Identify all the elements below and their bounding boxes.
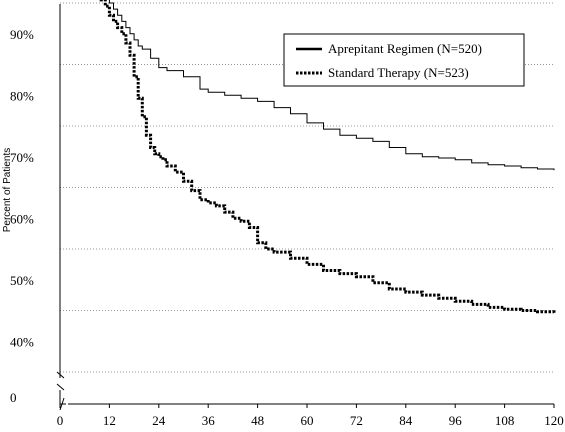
y-tick-label: 60% (10, 211, 34, 226)
legend-label-aprepitant: Aprepitant Regimen (N=520) (328, 41, 482, 56)
y-tick-label: 90% (10, 27, 34, 42)
x-tick-label: 12 (103, 413, 116, 428)
legend-box (283, 33, 525, 87)
legend-label-standard: Standard Therapy (N=523) (328, 65, 469, 80)
x-tick-label: 108 (495, 413, 515, 428)
y-tick-label: 70% (10, 150, 34, 165)
x-tick-label: 48 (251, 413, 264, 428)
x-tick-label: 0 (57, 413, 64, 428)
y-tick-label: 80% (10, 88, 34, 103)
x-tick-label: 24 (152, 413, 166, 428)
y-axis-label: Percent of Patients (2, 148, 13, 233)
axes (56, 4, 554, 411)
x-ticks: 0 12 24 36 48 60 72 84 96 108 120 (57, 404, 564, 428)
x-tick-label: 60 (301, 413, 314, 428)
y-axis-break-mark (56, 371, 65, 391)
y-tick-label: 50% (10, 273, 34, 288)
x-tick-label: 36 (202, 413, 216, 428)
y-tick-label: 0 (10, 390, 17, 405)
x-tick-label: 120 (544, 413, 564, 428)
legend: Aprepitant Regimen (N=520) Standard Ther… (283, 33, 525, 87)
x-tick-label: 72 (350, 413, 363, 428)
series-line-standard (99, 0, 556, 314)
x-tick-label: 84 (399, 413, 413, 428)
x-tick-label: 96 (449, 413, 463, 428)
x-axis-break-mark (59, 397, 65, 411)
y-ticks: 100%90%80%70%60%50%40%0 (10, 27, 34, 405)
y-tick-label: 40% (10, 334, 34, 349)
series-line-aprepitant (108, 0, 555, 171)
series-lines (99, 0, 556, 314)
